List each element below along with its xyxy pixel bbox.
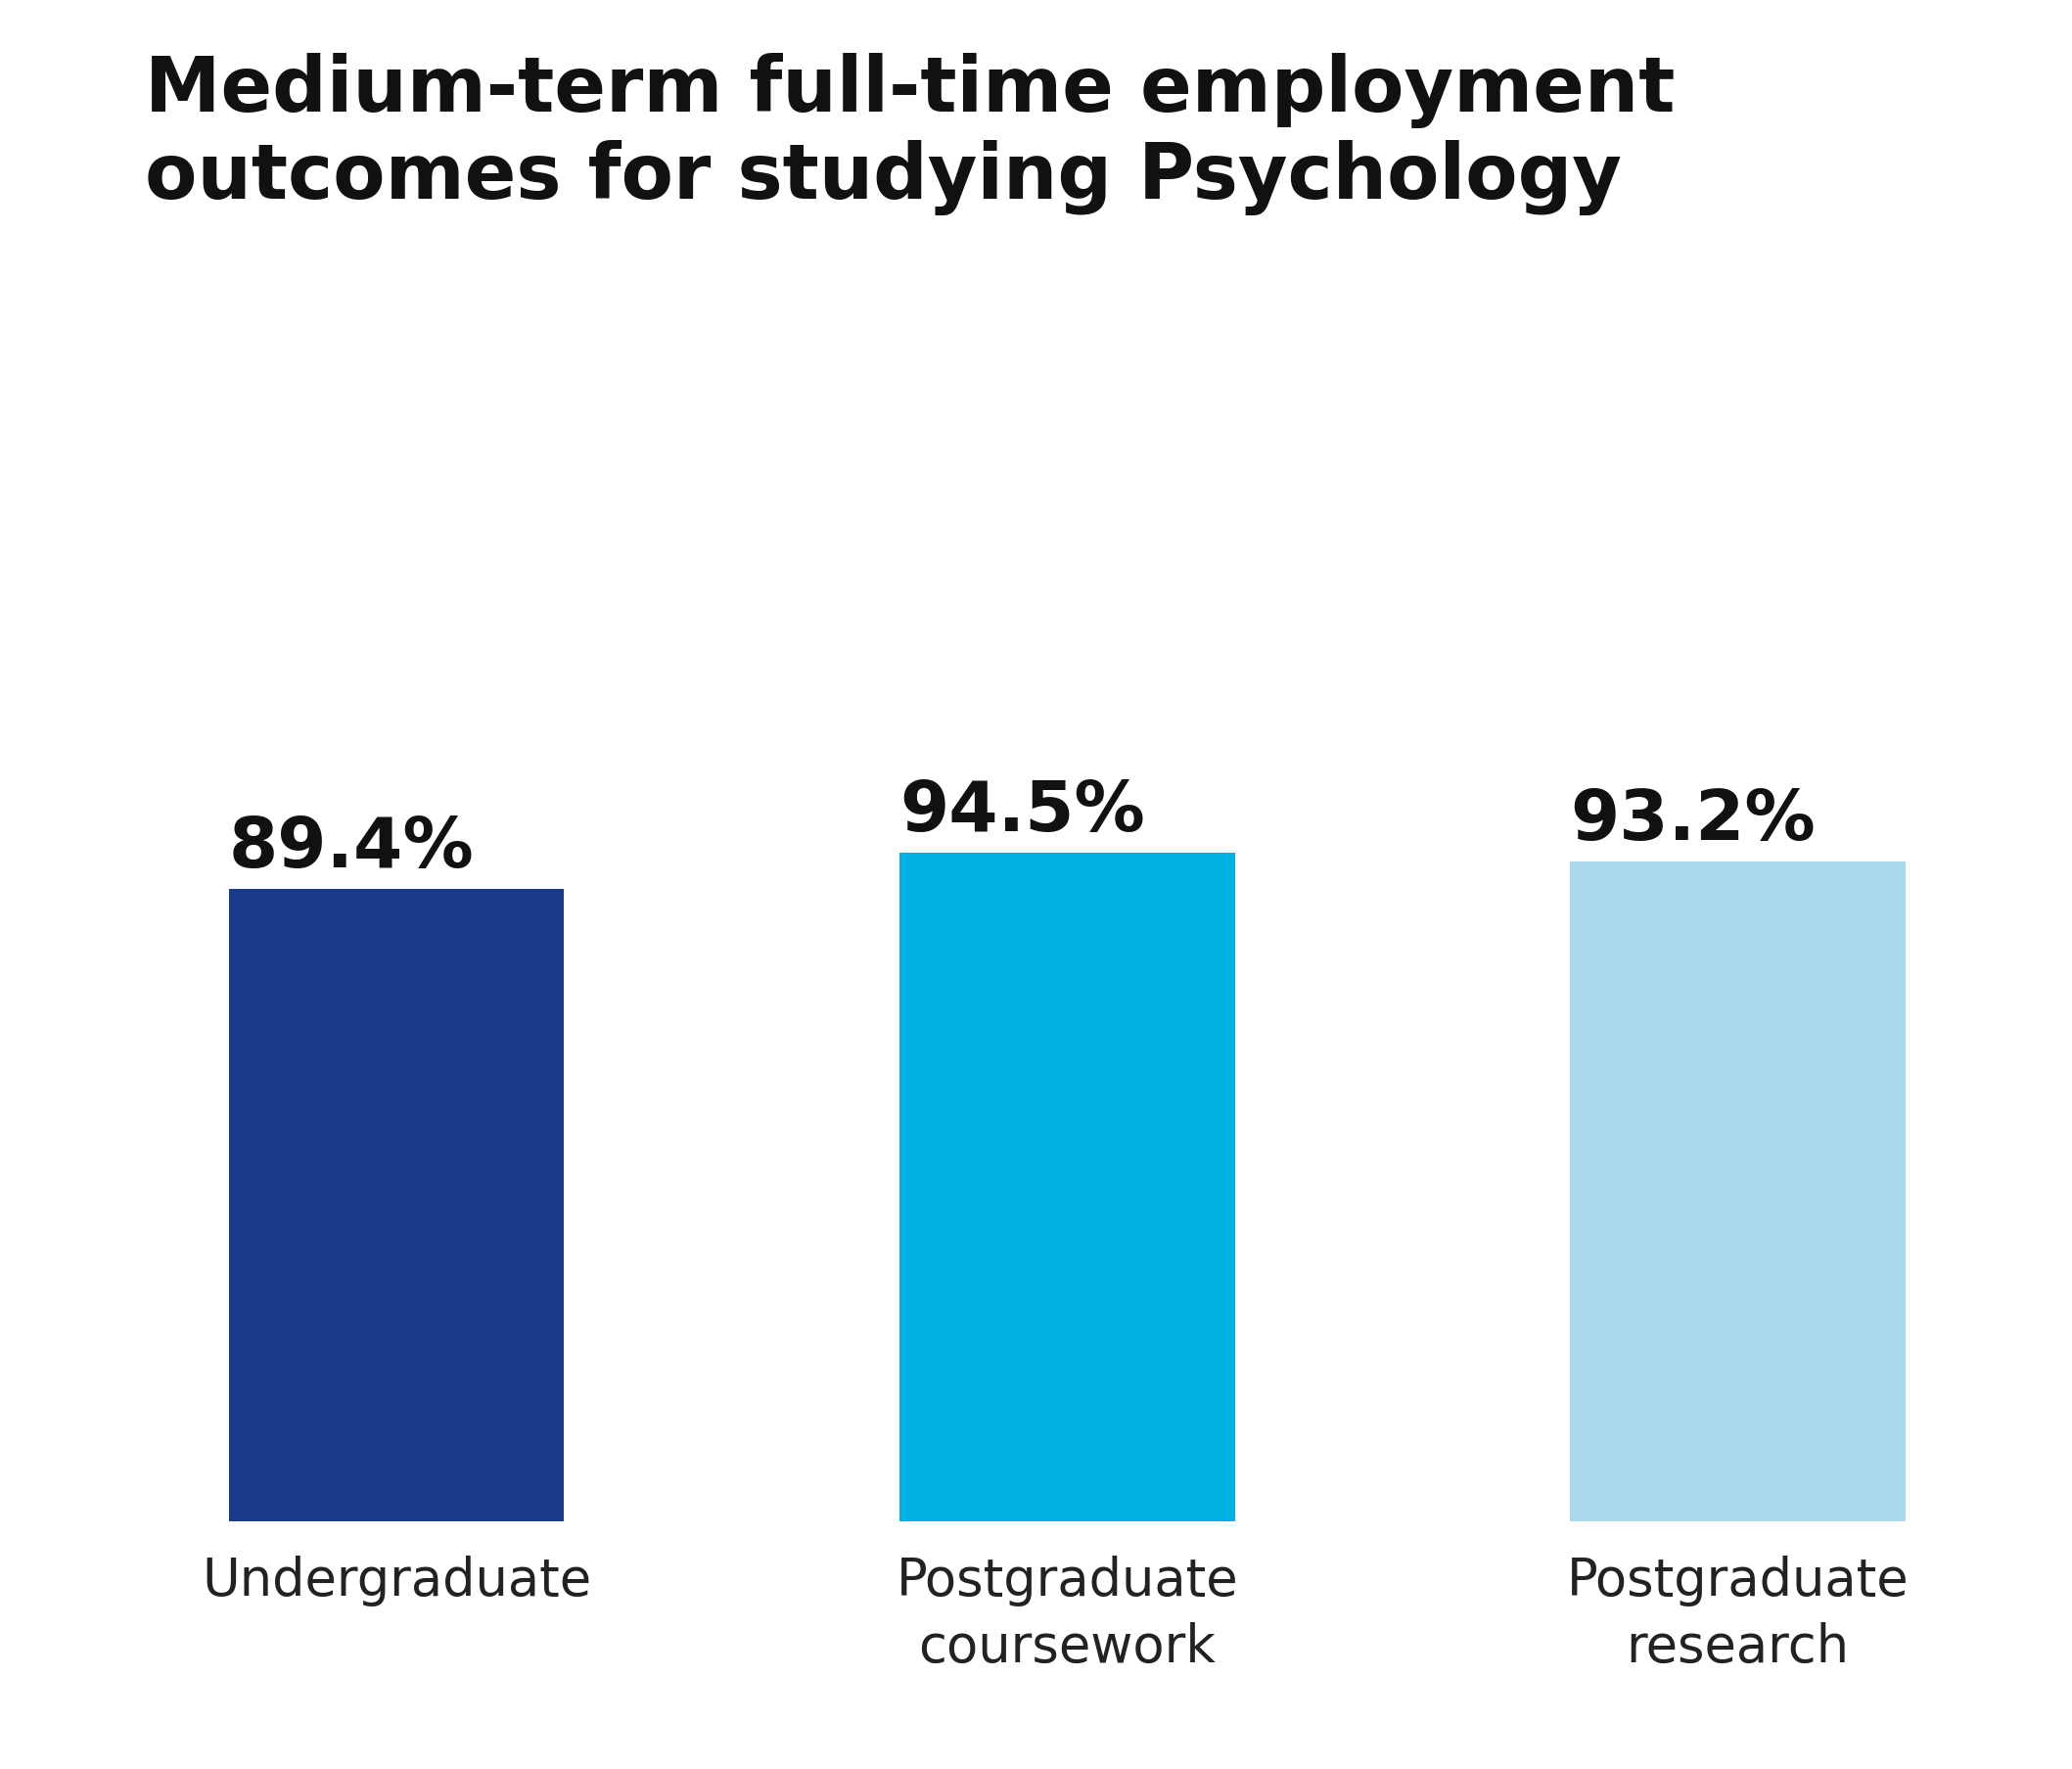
Text: 93.2%: 93.2% [1571, 787, 1815, 854]
Bar [899, 853, 1235, 1521]
Bar [228, 888, 564, 1521]
Text: 89.4%: 89.4% [228, 814, 474, 881]
Text: 94.5%: 94.5% [899, 778, 1146, 846]
Text: Medium-term full-time employment
outcomes for studying Psychology: Medium-term full-time employment outcome… [145, 53, 1674, 216]
Bar [1571, 862, 1906, 1521]
